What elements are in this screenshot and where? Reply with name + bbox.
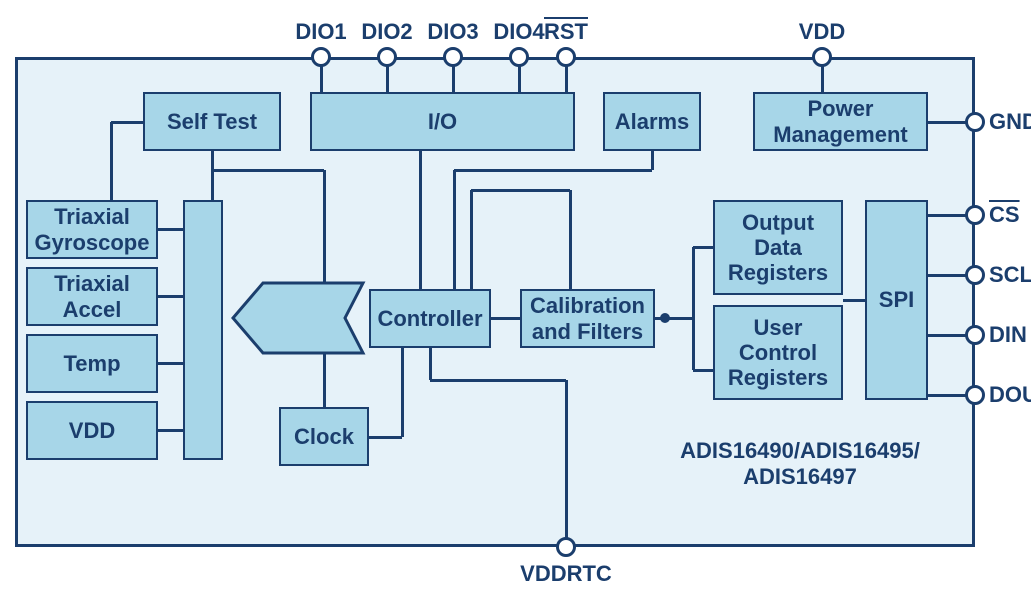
block-diagram: Self Test I/O Alarms PowerManagement Tri… <box>0 0 1031 598</box>
pin-circle <box>965 385 985 405</box>
pin-circle <box>556 537 576 557</box>
clock-block: Clock <box>279 407 369 466</box>
clock-label: Clock <box>294 424 354 449</box>
pin-label-vdd: VDD <box>782 19 862 45</box>
temp-label: Temp <box>63 351 120 376</box>
pin-circle <box>509 47 529 67</box>
user-reg-label: UserControlRegisters <box>728 315 828 391</box>
controller-block: Controller <box>369 289 491 348</box>
pin-label-rst: RST <box>526 19 606 45</box>
spi-block: SPI <box>865 200 928 400</box>
output-registers-block: OutputDataRegisters <box>713 200 843 295</box>
calibration-filters-block: Calibrationand Filters <box>520 289 655 348</box>
pin-label-dout: DOUT <box>989 382 1031 408</box>
pin-label-cs: CS <box>989 202 1020 228</box>
pin-circle <box>556 47 576 67</box>
temp-block: Temp <box>26 334 158 393</box>
gyro-label: TriaxialGyroscope <box>35 204 150 255</box>
io-label: I/O <box>428 109 457 134</box>
pin-circle <box>965 325 985 345</box>
part-number-label: ADIS16490/ADIS16495/ADIS16497 <box>650 438 950 491</box>
controller-label: Controller <box>377 306 482 331</box>
vdd-label: VDD <box>69 418 115 443</box>
pin-circle <box>377 47 397 67</box>
power-label: PowerManagement <box>773 96 907 147</box>
user-registers-block: UserControlRegisters <box>713 305 843 400</box>
pin-circle <box>965 205 985 225</box>
pin-label-sclk: SCLK <box>989 262 1031 288</box>
pin-label-gnd: GND <box>989 109 1031 135</box>
self-test-label: Self Test <box>167 109 257 134</box>
cal-label: Calibrationand Filters <box>530 293 645 344</box>
self-test-block: Self Test <box>143 92 281 151</box>
out-reg-label: OutputDataRegisters <box>728 210 828 286</box>
pin-circle <box>965 265 985 285</box>
pin-circle <box>443 47 463 67</box>
alarms-label: Alarms <box>615 109 690 134</box>
junction-dot <box>660 313 670 323</box>
gyroscope-block: TriaxialGyroscope <box>26 200 158 259</box>
alarms-block: Alarms <box>603 92 701 151</box>
pin-circle <box>965 112 985 132</box>
pin-label-din: DIN <box>989 322 1027 348</box>
arrow <box>231 281 366 355</box>
mux-bar <box>183 200 223 460</box>
power-management-block: PowerManagement <box>753 92 928 151</box>
accel-block: TriaxialAccel <box>26 267 158 326</box>
pin-circle <box>812 47 832 67</box>
pin-label-vddrtc: VDDRTC <box>506 561 626 587</box>
vdd-block: VDD <box>26 401 158 460</box>
pin-circle <box>311 47 331 67</box>
io-block: I/O <box>310 92 575 151</box>
spi-label: SPI <box>879 287 914 312</box>
accel-label: TriaxialAccel <box>54 271 130 322</box>
